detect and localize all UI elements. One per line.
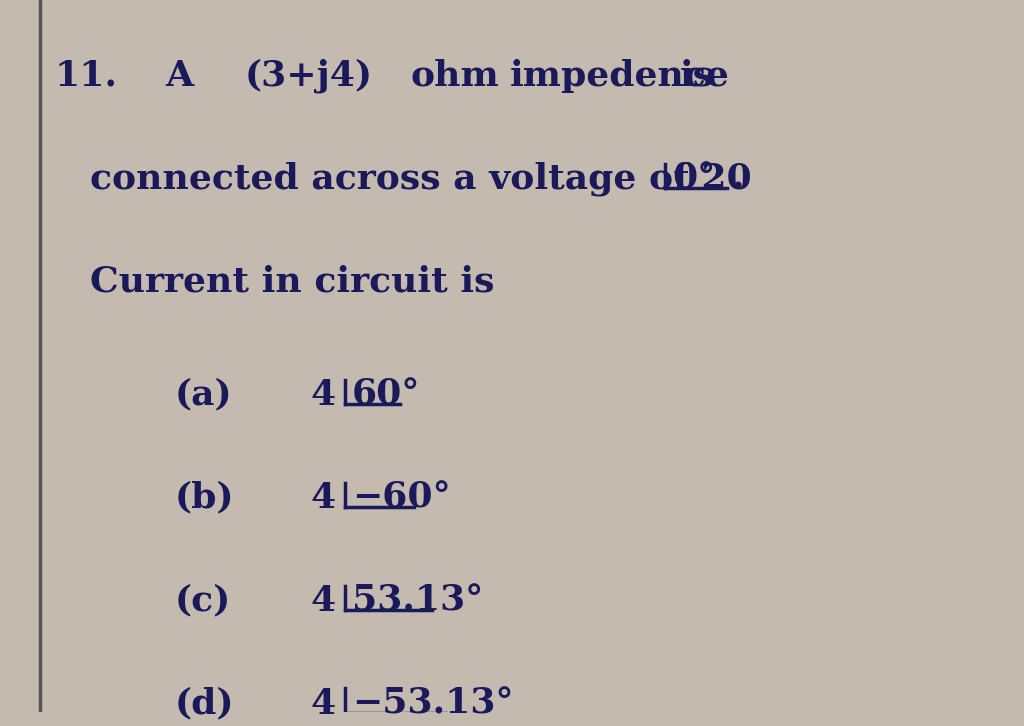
- Text: 4: 4: [310, 687, 335, 720]
- Text: .: .: [731, 162, 743, 196]
- Text: (c): (c): [175, 584, 231, 618]
- Text: Current in circuit is: Current in circuit is: [90, 265, 495, 299]
- Text: (3+j4): (3+j4): [245, 59, 373, 94]
- Text: connected across a voltage of 20: connected across a voltage of 20: [90, 162, 752, 196]
- Text: 4: 4: [310, 481, 335, 515]
- Text: is: is: [680, 59, 714, 93]
- Text: A: A: [165, 59, 194, 93]
- Text: 11.: 11.: [55, 59, 118, 93]
- Text: (b): (b): [175, 481, 234, 515]
- Text: ohm: ohm: [410, 59, 499, 93]
- Text: −53.13°: −53.13°: [352, 687, 513, 720]
- Text: 4: 4: [310, 378, 335, 412]
- Text: −60°: −60°: [352, 481, 451, 515]
- Text: (a): (a): [175, 378, 232, 412]
- Text: (d): (d): [175, 687, 234, 720]
- Text: impedence: impedence: [510, 59, 730, 93]
- Text: 53.13°: 53.13°: [352, 584, 483, 618]
- Text: 4: 4: [310, 584, 335, 618]
- Text: 60°: 60°: [352, 378, 421, 412]
- Text: 0°: 0°: [672, 162, 715, 196]
